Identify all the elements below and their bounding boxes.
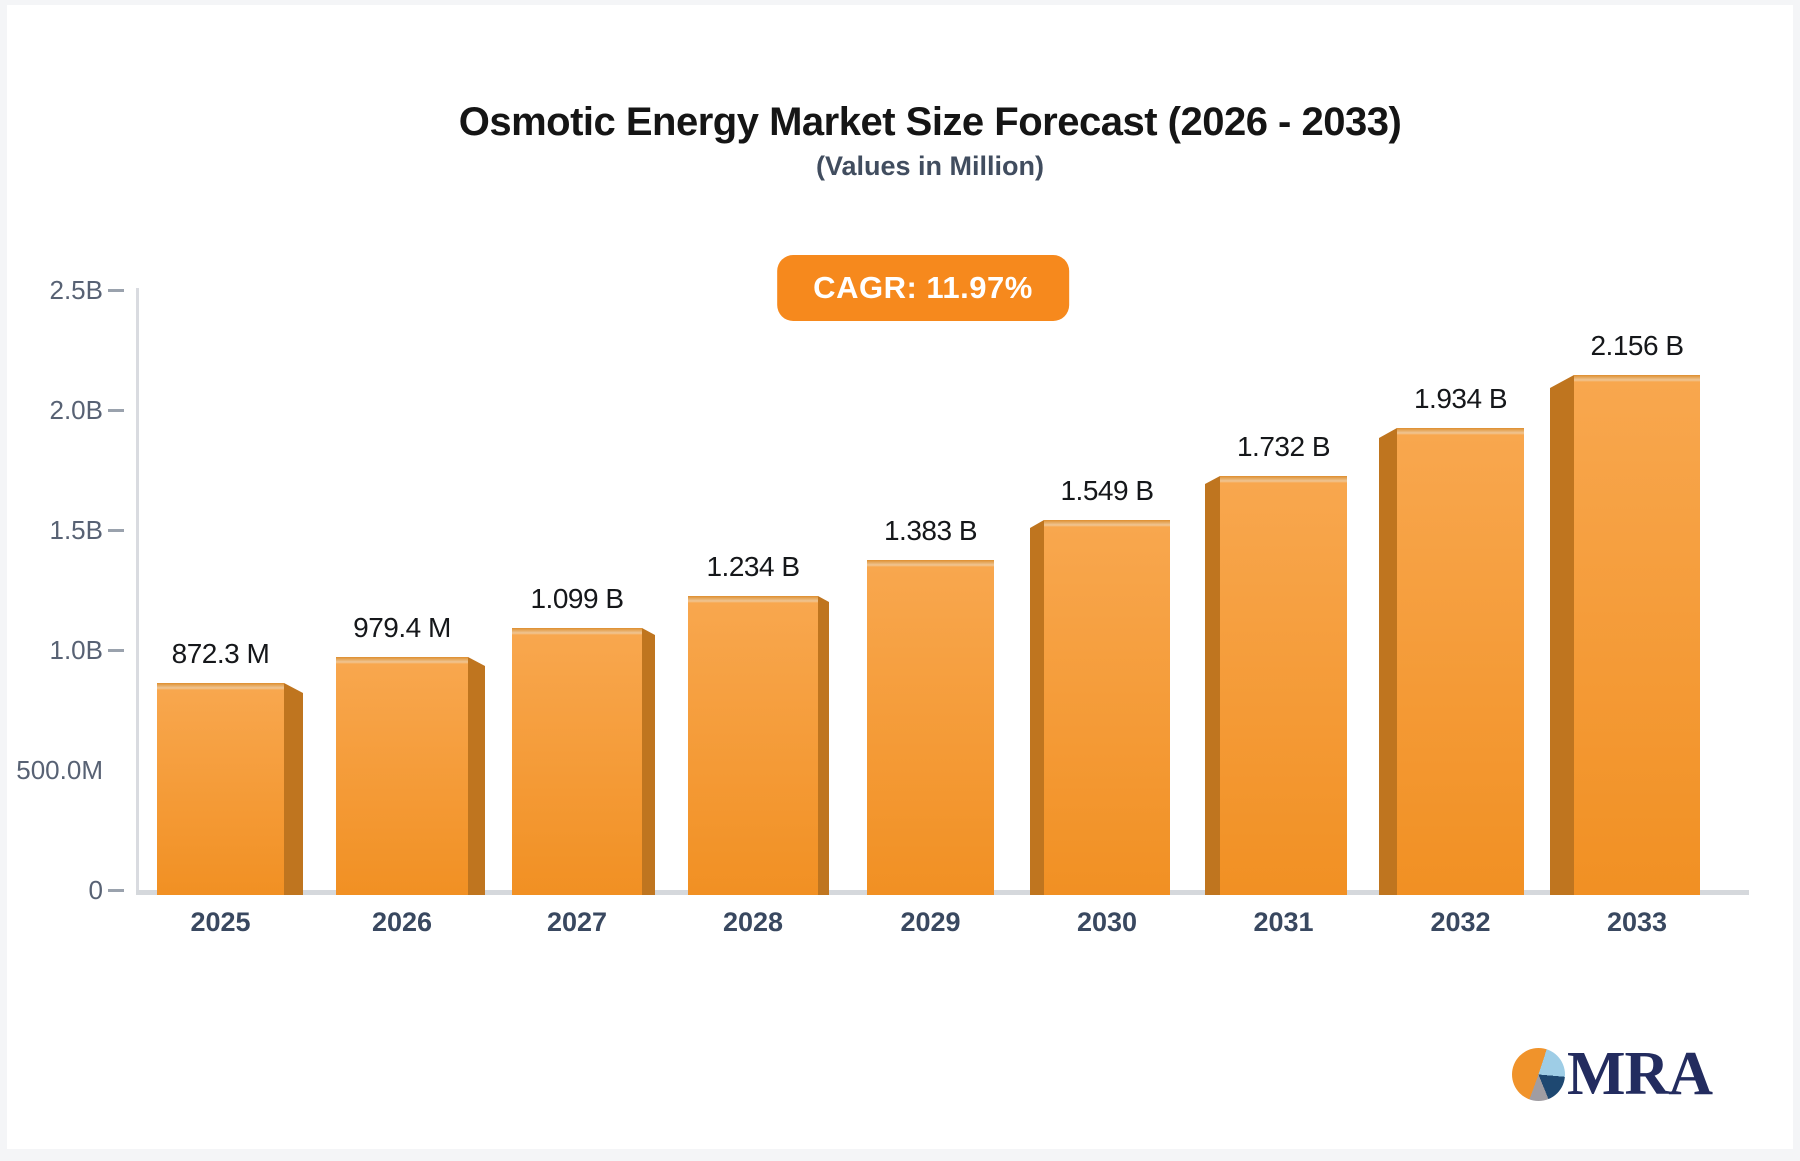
chart-subtitle: (Values in Million): [815, 151, 1045, 181]
bar-side-face: [818, 596, 829, 895]
bar-value-label: 1.732 B: [1236, 431, 1331, 462]
bar-value-label: 1.099 B: [530, 583, 624, 614]
bar-2025: [157, 683, 284, 895]
y-tick-label: 2.5B: [49, 275, 104, 305]
bar-value-label: 1.934 B: [1413, 383, 1508, 414]
y-tick-label: 2.0B: [49, 395, 104, 425]
y-tick-mark: [108, 289, 124, 292]
bar-side-face: [1379, 428, 1397, 895]
x-axis-label-2025: 2025: [190, 907, 251, 937]
bar-value-label: 1.234 B: [706, 551, 800, 582]
bar-value-label: 872.3 M: [171, 638, 270, 669]
bar-side-face: [284, 683, 303, 895]
y-tick-label: 1.0B: [49, 635, 104, 665]
bar-side-face: [642, 628, 655, 895]
plot-area: 2.5B 2.0B 1.5B 1.0B 500.0M 0 872.3 M 2025 979.4 …: [7, 5, 1800, 1161]
bar-side-face: [1550, 375, 1574, 895]
bar-2030: [1044, 520, 1170, 895]
bar-value-label: 979.4 M: [353, 612, 451, 643]
chart-card: Osmotic Energy Market Size Forecast (202…: [7, 5, 1793, 1149]
cagr-badge: CAGR: 11.97%: [777, 255, 1069, 321]
x-axis-label-2029: 2029: [900, 907, 961, 937]
bar-2029: [867, 560, 994, 895]
y-tick-mark: [108, 649, 124, 652]
pie-chart-logo-icon: [1512, 1047, 1565, 1101]
x-axis-label-2031: 2031: [1253, 907, 1314, 937]
bar-2033: [1574, 375, 1700, 895]
x-axis-label-2028: 2028: [722, 907, 784, 937]
bar-side-face: [468, 657, 485, 895]
bar-2027: [512, 628, 642, 895]
chart-title: Osmotic Energy Market Size Forecast (202…: [458, 100, 1402, 144]
y-axis-line: [136, 288, 139, 895]
y-tick-label: 0: [88, 875, 103, 905]
y-tick-mark: [108, 889, 124, 892]
x-axis-label-2026: 2026: [371, 907, 433, 937]
bar-2032: [1397, 428, 1524, 895]
bar-side-face: [1205, 476, 1220, 895]
x-axis-label-2027: 2027: [546, 907, 608, 937]
bar-2031: [1220, 476, 1347, 895]
bar-2026: [336, 657, 468, 895]
x-axis-label-2030: 2030: [1076, 907, 1138, 937]
y-tick-mark: [108, 409, 124, 412]
brand-logo: MRA: [1512, 1040, 1713, 1108]
x-axis-label-2033: 2033: [1606, 907, 1668, 937]
y-tick-label: 500.0M: [16, 755, 103, 785]
y-tick-label: 1.5B: [49, 515, 104, 545]
x-axis-label-2032: 2032: [1430, 907, 1491, 937]
bar-value-label: 1.549 B: [1060, 475, 1154, 506]
bar-2028: [688, 596, 818, 895]
brand-logo-text: MRA: [1567, 1039, 1713, 1108]
bar-value-label: 2.156 B: [1590, 330, 1684, 361]
y-tick-mark: [108, 529, 124, 532]
bar-value-label: 1.383 B: [883, 515, 978, 546]
bar-side-face: [1030, 520, 1044, 895]
